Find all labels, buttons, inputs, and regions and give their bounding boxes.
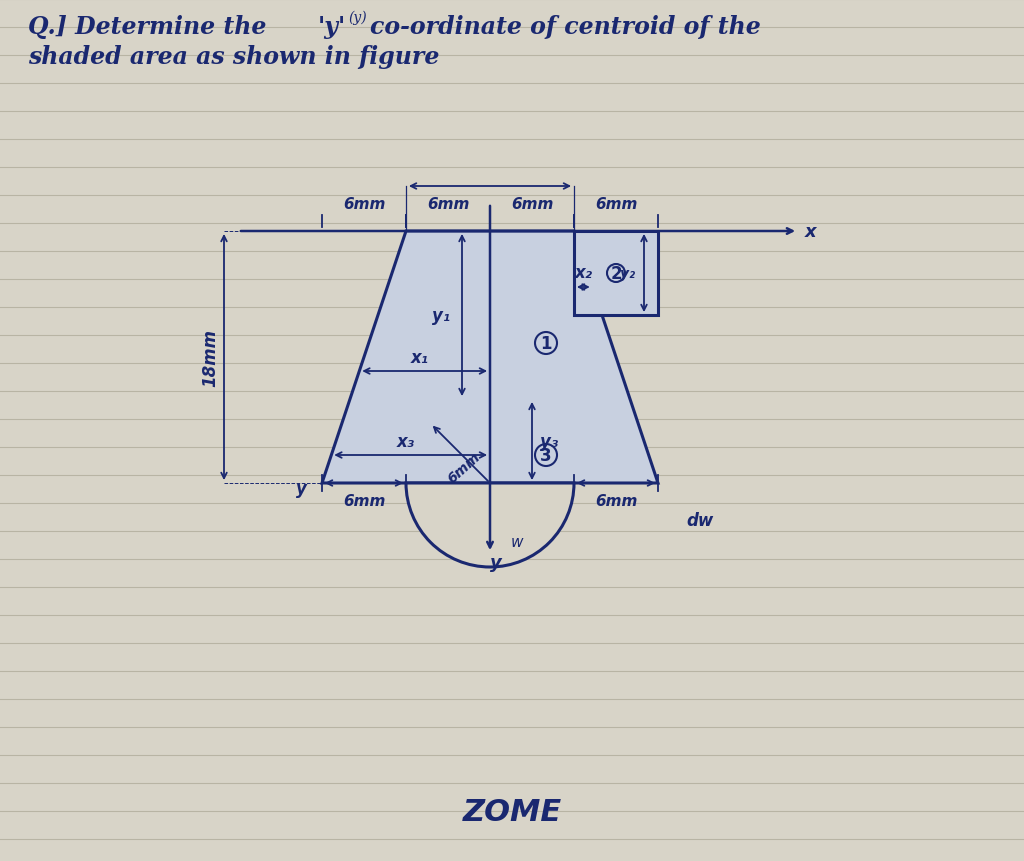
Text: 2: 2 — [610, 264, 622, 282]
Text: Q.] Determine the: Q.] Determine the — [28, 15, 266, 39]
Text: y₃: y₃ — [540, 432, 558, 450]
Wedge shape — [406, 483, 574, 567]
Text: co-ordinate of centroid of the: co-ordinate of centroid of the — [370, 15, 761, 39]
Text: y₂: y₂ — [620, 267, 635, 281]
Text: 'y': 'y' — [318, 15, 346, 39]
Text: 6mm: 6mm — [343, 197, 385, 212]
Text: 1: 1 — [541, 335, 552, 353]
Text: shaded area as shown in figure: shaded area as shown in figure — [28, 45, 439, 69]
Text: dw: dw — [686, 511, 714, 530]
Text: 6mm: 6mm — [595, 493, 637, 508]
Text: 6mm: 6mm — [511, 197, 553, 212]
Text: y₁: y₁ — [432, 307, 450, 325]
Text: x₂: x₂ — [574, 263, 592, 282]
Text: x: x — [805, 223, 816, 241]
Text: x₁: x₁ — [411, 349, 429, 367]
Text: 6mm: 6mm — [343, 493, 385, 508]
Text: y: y — [296, 480, 306, 498]
Text: ZOME: ZOME — [463, 797, 561, 826]
Text: 6mm: 6mm — [595, 197, 637, 212]
Text: 6mm: 6mm — [445, 449, 483, 486]
Text: 18mm: 18mm — [201, 329, 219, 387]
Polygon shape — [322, 232, 658, 483]
Text: 3: 3 — [541, 447, 552, 464]
Text: 6mm: 6mm — [427, 197, 469, 212]
Text: (y): (y) — [348, 10, 367, 25]
Polygon shape — [574, 232, 658, 316]
Text: x₃: x₃ — [396, 432, 415, 450]
Text: y: y — [489, 554, 502, 572]
Text: w: w — [511, 535, 523, 549]
